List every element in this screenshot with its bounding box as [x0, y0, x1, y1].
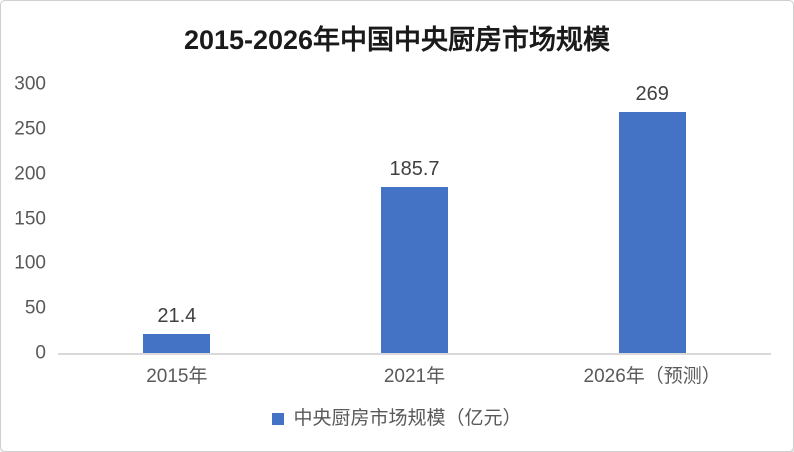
legend-label: 中央厨房市场规模（亿元）	[293, 408, 522, 429]
bar-slot: 21.4	[58, 84, 296, 353]
x-category-label: 2026年（预测）	[583, 366, 721, 387]
chart-title: 2015-2026年中国中央厨房市场规模	[183, 25, 611, 55]
bar	[143, 333, 211, 353]
bar-value-label: 269	[635, 83, 669, 105]
y-tick-label: 150	[14, 208, 46, 229]
bar	[618, 112, 686, 353]
legend-swatch-icon	[272, 412, 285, 425]
y-tick-label: 0	[35, 342, 46, 364]
x-axis: 2015年 2021年 2026年（预测）	[58, 366, 771, 388]
bar-slot: 269	[533, 84, 771, 353]
plot-area: 21.4 185.7 269	[58, 84, 771, 355]
x-category-label: 2015年	[146, 366, 208, 387]
y-tick-label: 50	[24, 297, 46, 319]
x-category-label: 2021年	[383, 366, 446, 387]
y-axis: 0 50 100 150 200 250 300	[1, 75, 46, 363]
bar-slot: 185.7	[296, 84, 534, 353]
y-tick-label: 250	[14, 118, 46, 140]
y-tick-label: 100	[14, 252, 46, 274]
y-tick-label: 300	[14, 73, 46, 95]
bar-value-label: 21.4	[157, 304, 197, 327]
legend: 中央厨房市场规模（亿元）	[1, 409, 793, 428]
bar	[381, 186, 448, 353]
bar-value-label: 185.7	[389, 157, 440, 180]
y-tick-label: 200	[14, 163, 46, 185]
